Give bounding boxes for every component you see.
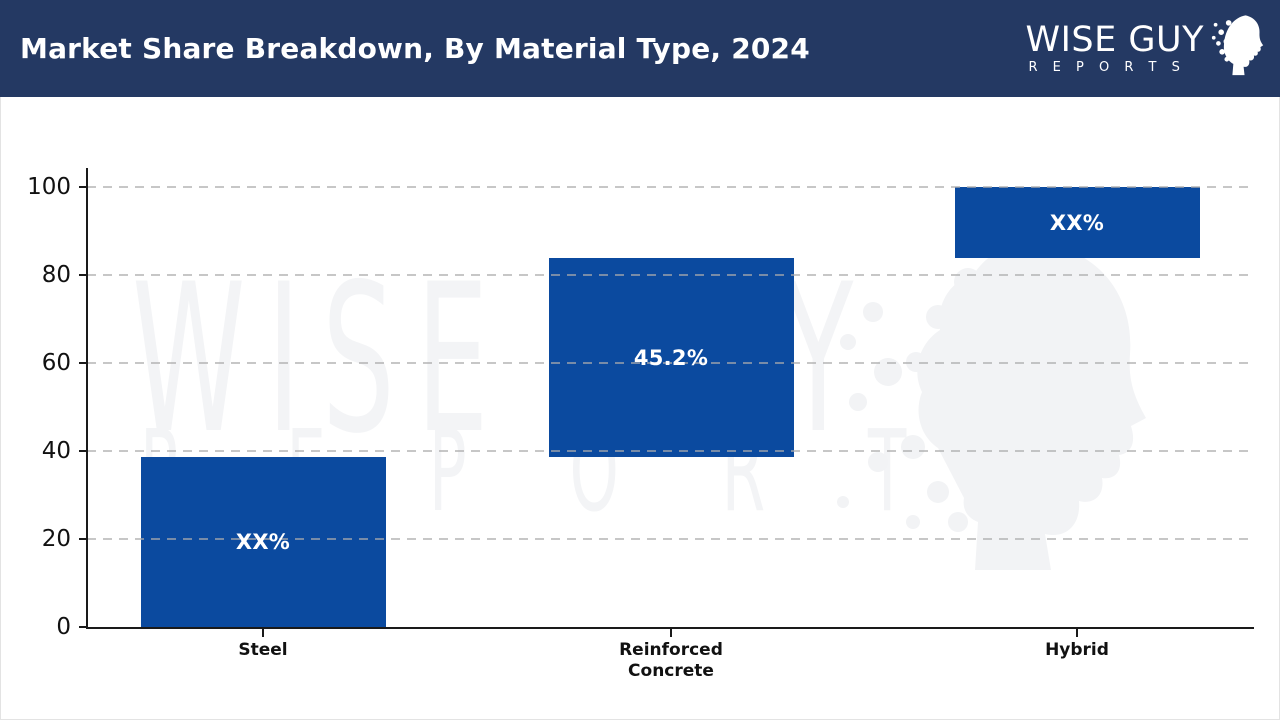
bar-value-label: XX% — [1049, 210, 1105, 235]
x-tick-mark — [670, 629, 672, 637]
bar-value-label: 45.2% — [633, 345, 709, 370]
header-bar: Market Share Breakdown, By Material Type… — [0, 0, 1280, 97]
x-tick-label-reinforced-concrete: Reinforced Concrete — [541, 640, 801, 682]
logo-wordmark: WISE GUY — [1025, 20, 1204, 60]
page-title: Market Share Breakdown, By Material Type… — [20, 32, 810, 65]
logo-text: WISE GUY R E P O R T S — [1025, 20, 1204, 75]
y-tick-label: 0 — [56, 614, 71, 640]
y-tick-mark — [79, 538, 87, 540]
wiseguy-logo: WISE GUY R E P O R T S — [1025, 11, 1266, 87]
x-tick-label-line: Concrete — [628, 661, 714, 681]
x-tick-mark — [1076, 629, 1078, 637]
watermark-head-icon — [837, 243, 1146, 570]
gridline — [87, 538, 1253, 540]
bar-steel — [140, 457, 386, 627]
logo-head-icon — [1211, 14, 1264, 75]
gridline — [87, 362, 1253, 364]
y-tick-label: 40 — [41, 438, 71, 464]
y-tick-label: 20 — [41, 526, 71, 552]
y-tick-mark — [79, 274, 87, 276]
y-axis-line — [86, 168, 88, 629]
x-tick-label-steel: Steel — [133, 640, 393, 661]
y-tick-label: 100 — [27, 174, 71, 200]
bar-hybrid — [954, 187, 1200, 259]
y-tick-label: 80 — [41, 262, 71, 288]
x-tick-mark — [262, 629, 264, 637]
y-tick-mark — [79, 362, 87, 364]
bar-value-label: XX% — [235, 530, 291, 555]
y-tick-label: 60 — [41, 350, 71, 376]
x-tick-label-hybrid: Hybrid — [947, 640, 1207, 661]
gridline — [87, 186, 1253, 188]
x-tick-label-line: Reinforced — [619, 640, 723, 660]
x-tick-label-line: Hybrid — [1045, 640, 1109, 660]
y-tick-mark — [79, 450, 87, 452]
x-tick-label-line: Steel — [238, 640, 288, 660]
logo-subtitle: R E P O R T S — [1028, 60, 1186, 75]
y-tick-mark — [79, 186, 87, 188]
y-tick-mark — [79, 626, 87, 628]
gridline — [87, 450, 1253, 452]
x-axis-line — [86, 627, 1254, 629]
bar-reinforced-concrete — [548, 258, 794, 458]
gridline — [87, 274, 1253, 276]
